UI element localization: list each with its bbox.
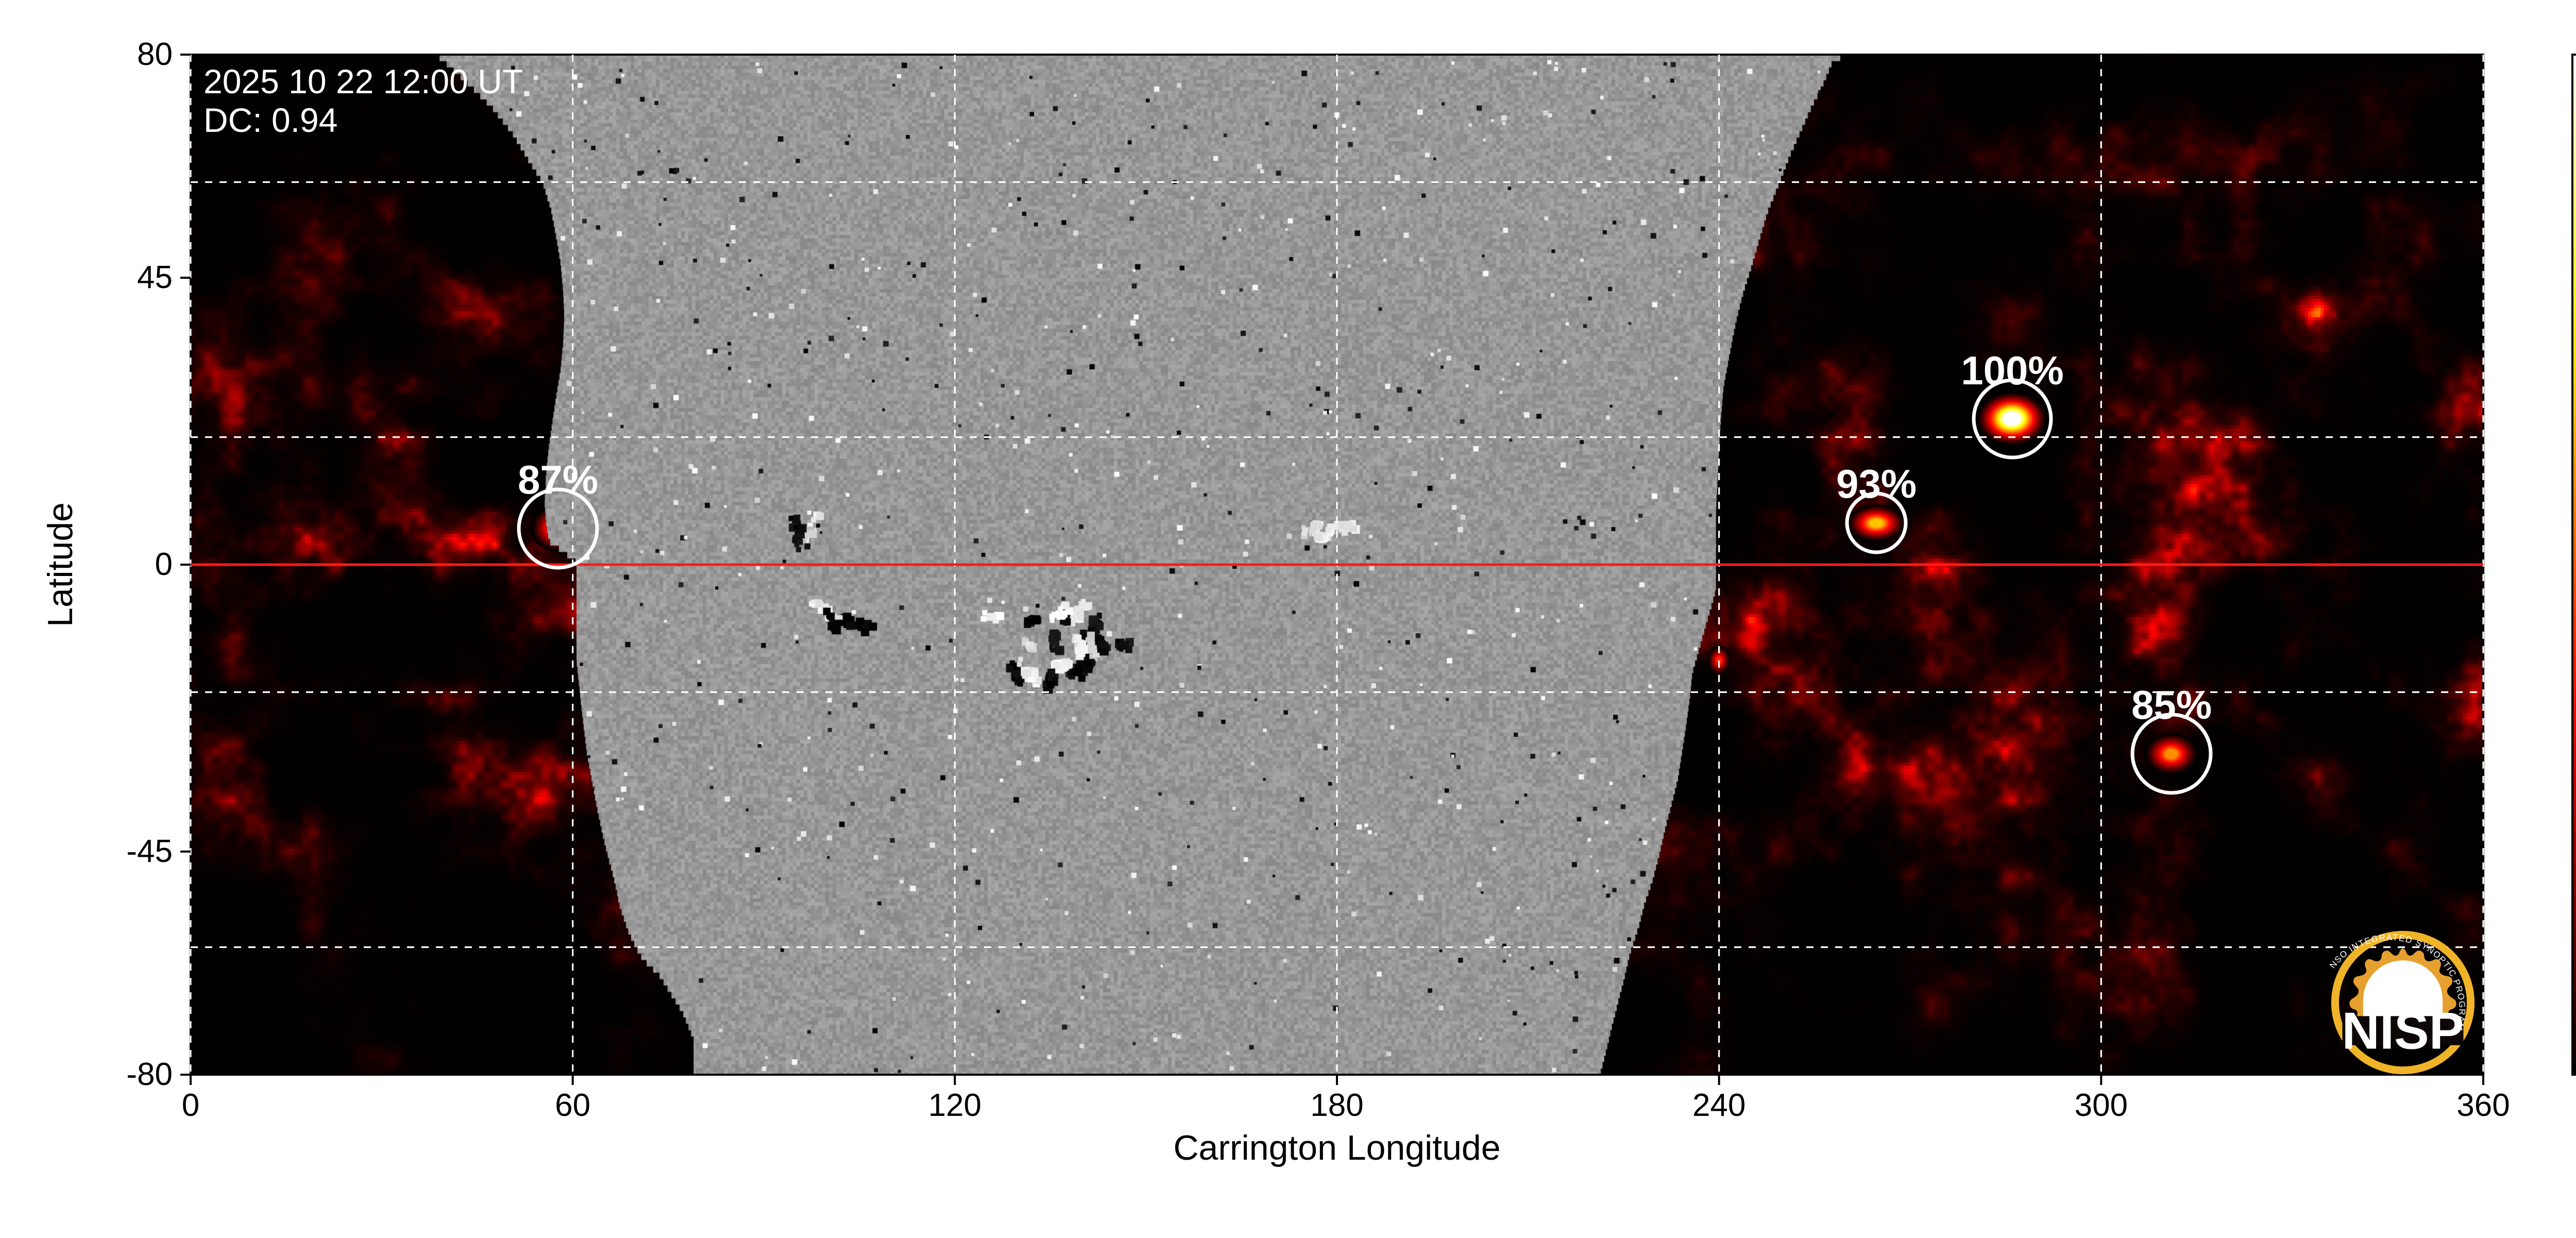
svg-text:-45: -45 xyxy=(126,834,173,869)
svg-text:2025 10 22 12:00 UT: 2025 10 22 12:00 UT xyxy=(204,62,523,100)
svg-text:300: 300 xyxy=(2075,1088,2128,1123)
svg-text:100%: 100% xyxy=(1961,348,2064,393)
svg-text:45: 45 xyxy=(137,260,173,295)
svg-text:120: 120 xyxy=(928,1088,981,1123)
svg-text:80: 80 xyxy=(137,37,173,72)
svg-text:Carrington Longitude: Carrington Longitude xyxy=(1173,1128,1500,1167)
svg-text:87%: 87% xyxy=(518,457,598,502)
svg-text:NISP: NISP xyxy=(2342,1001,2464,1060)
svg-text:360: 360 xyxy=(2456,1088,2510,1123)
svg-text:240: 240 xyxy=(1692,1088,1745,1123)
svg-text:93%: 93% xyxy=(1836,461,1917,506)
svg-text:0: 0 xyxy=(182,1088,199,1123)
svg-text:0: 0 xyxy=(155,547,173,582)
svg-text:-80: -80 xyxy=(126,1057,173,1092)
svg-text:Latitude: Latitude xyxy=(41,502,80,627)
svg-text:DC: 0.94: DC: 0.94 xyxy=(204,101,337,139)
svg-text:180: 180 xyxy=(1310,1088,1363,1123)
svg-text:60: 60 xyxy=(555,1088,590,1123)
svg-text:85%: 85% xyxy=(2131,682,2212,727)
